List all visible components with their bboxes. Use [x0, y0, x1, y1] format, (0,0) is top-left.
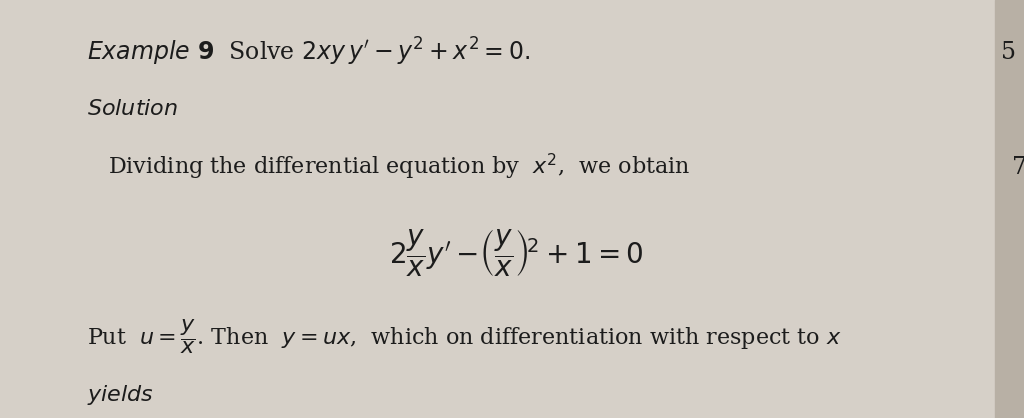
Text: $\mathit{Example}\ \mathbf{9}$  Solve $2xy\,y'-y^2+x^2=0.$: $\mathit{Example}\ \mathbf{9}$ Solve $2x…: [87, 36, 530, 69]
Text: 7: 7: [1012, 155, 1024, 179]
Bar: [995, 0, 1024, 418]
Text: $\mathit{Solution}$: $\mathit{Solution}$: [87, 98, 178, 120]
Text: 5: 5: [1001, 41, 1017, 64]
Text: Put  $u=\dfrac{y}{x}$. Then  $y=ux$,  which on differentiation with respect to $: Put $u=\dfrac{y}{x}$. Then $y=ux$, which…: [87, 317, 842, 356]
Text: $\mathit{yields}$: $\mathit{yields}$: [87, 383, 154, 407]
Text: $2\dfrac{y}{x}y'-\!\left(\dfrac{y}{x}\right)^{\!2}+1=0$: $2\dfrac{y}{x}y'-\!\left(\dfrac{y}{x}\ri…: [389, 227, 644, 278]
Text: Dividing the differential equation by  $x^2$,  we obtain: Dividing the differential equation by $x…: [108, 152, 690, 182]
